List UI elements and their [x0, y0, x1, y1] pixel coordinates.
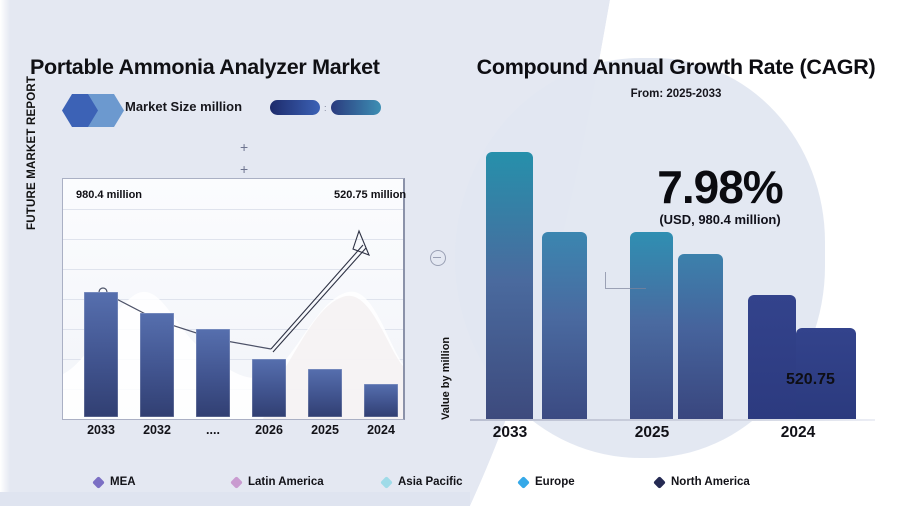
legend-pill-primary — [270, 100, 320, 115]
bar-2024-b — [796, 328, 856, 420]
legend-label: Latin America — [248, 476, 324, 488]
legend-item-latin-america[interactable]: Latin America — [230, 475, 324, 489]
right-chart-baseline — [470, 419, 875, 421]
bar-2025 — [308, 369, 342, 417]
left-chart-x-axis: 2033 2032 .... 2026 2025 2024 — [62, 423, 402, 443]
bar-2032 — [140, 313, 174, 417]
bar-2026 — [252, 359, 286, 417]
legend-pill-separator: : — [324, 102, 327, 113]
plus-icon: + — [240, 139, 249, 155]
right-chart-subtitle: From: 2025-2033 — [630, 88, 722, 100]
left-edge-gradient — [0, 0, 10, 506]
bar-dots — [196, 329, 230, 417]
legend-marker-icon — [230, 475, 243, 489]
legend-item-mea[interactable]: MEA — [92, 475, 136, 489]
connector-bracket — [605, 272, 646, 289]
bar-2033-b — [542, 232, 587, 420]
legend-item-europe[interactable]: Europe — [517, 475, 575, 489]
legend-item-north-america[interactable]: North America — [653, 475, 750, 489]
legend-pills: : — [270, 100, 381, 115]
bar-2024 — [364, 384, 398, 417]
left-chart-bars — [62, 178, 402, 418]
legend-label: MEA — [110, 476, 136, 488]
region-legend: MEA Latin America Asia Pacific Europe No… — [0, 458, 900, 506]
legend-label: Asia Pacific — [398, 476, 463, 488]
left-chart-y-axis-label-right: Value by million — [440, 336, 452, 420]
legend-label: North America — [671, 476, 750, 488]
x-label-4: 2025 — [311, 423, 339, 437]
right-chart-title: Compound Annual Growth Rate (CAGR) — [476, 55, 876, 79]
venn-hexagon-icon — [62, 94, 124, 127]
right-chart-bars — [470, 150, 880, 420]
bar-2033 — [84, 292, 118, 417]
bar-2033-a — [486, 152, 533, 420]
legend-marker-icon — [92, 475, 105, 489]
bar-2024-a — [748, 295, 796, 420]
left-chart-title: Portable Ammonia Analyzer Market — [30, 55, 380, 79]
cagr-value: 7.98% — [657, 161, 783, 213]
x-label-2: .... — [206, 423, 220, 437]
bar-value-label: 520.75 — [786, 371, 835, 388]
x-label-1: 2032 — [143, 423, 171, 437]
minus-circle-icon — [430, 250, 446, 266]
x-label-2025: 2025 — [634, 424, 670, 441]
x-label-2033: 2033 — [492, 424, 528, 441]
right-chart-x-axis: 2033 2025 2024 — [470, 424, 880, 448]
legend-pill-secondary — [330, 100, 381, 115]
bar-2025-d — [678, 254, 723, 420]
x-label-0: 2033 — [87, 423, 115, 437]
left-chart-caption-start: 980.4 million — [76, 189, 143, 201]
x-label-3: 2026 — [255, 423, 283, 437]
plus-icon: + — [240, 161, 249, 177]
x-label-2024: 2024 — [780, 424, 816, 441]
cagr-subvalue: (USD, 980.4 million) — [659, 212, 781, 227]
x-label-5: 2024 — [367, 423, 395, 437]
footer-strip — [0, 492, 470, 506]
left-chart-caption-end: 520.75 million — [334, 189, 407, 201]
left-chart-y-axis-label: FUTURE MARKET REPORT — [26, 75, 38, 230]
legend-marker-icon — [517, 475, 530, 489]
legend-label: Europe — [535, 476, 575, 488]
market-size-label: Market Size million — [125, 99, 243, 114]
legend-marker-icon — [653, 475, 666, 489]
legend-item-asia-pacific[interactable]: Asia Pacific — [380, 475, 463, 489]
legend-marker-icon — [380, 475, 393, 489]
bar-2025-c — [630, 232, 673, 420]
